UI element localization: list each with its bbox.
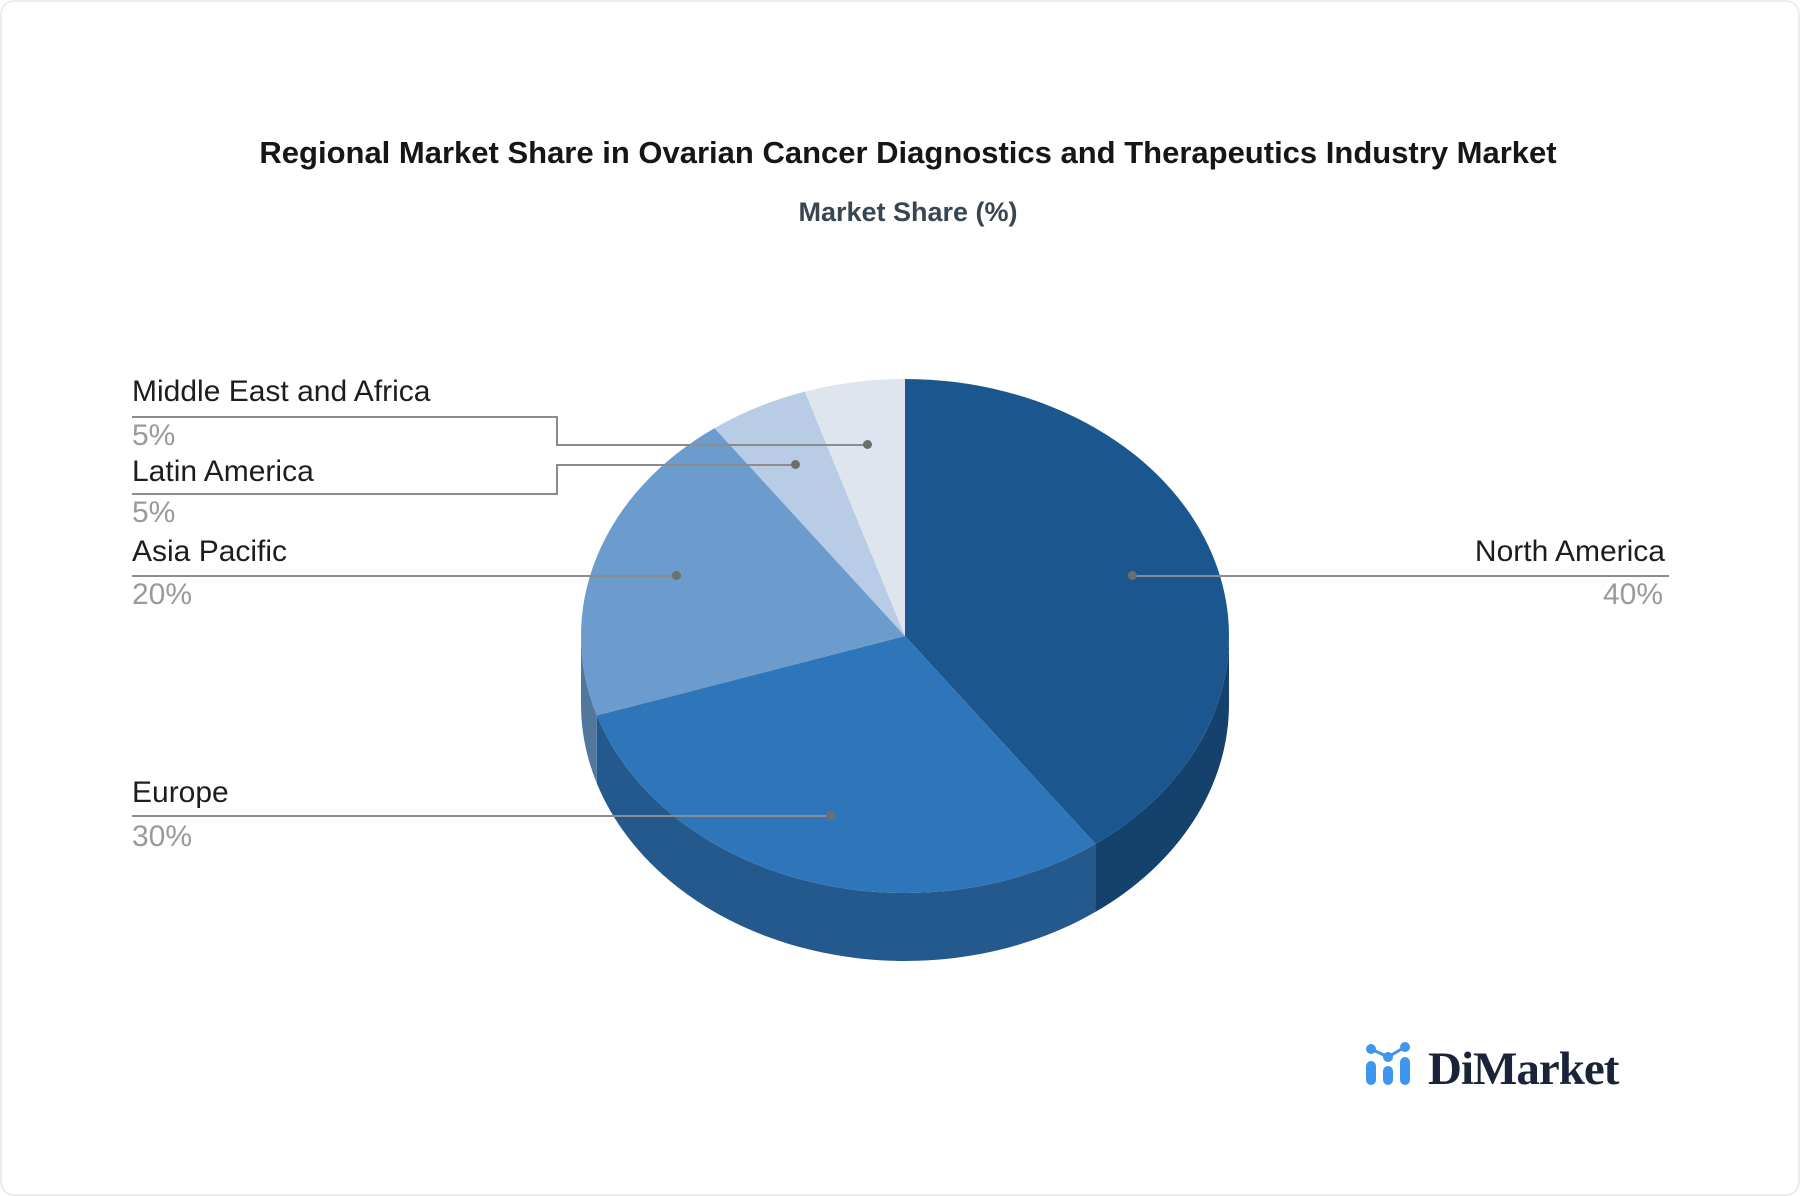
slice-value-north-america: 40% [1602,578,1663,611]
slice-label-europe[interactable]: Europe [132,776,229,809]
leader-line-latin-america-vertical [556,464,558,495]
slice-value-latin-america: 5% [132,496,176,529]
leader-dot-north-america [1128,571,1137,580]
leader-line-latin-america [558,464,796,466]
slice-label-middle-east[interactable]: Middle East and Africa [132,375,431,408]
leader-line-europe [132,815,831,817]
brand-logo-text: DiMarket [1428,1043,1619,1095]
leader-dot-asia-pacific [672,571,681,580]
bar-line-chart-icon [1366,1042,1410,1085]
chart-title: Regional Market Share in Ovarian Cancer … [259,135,1557,170]
slice-label-north-america[interactable]: North America [1474,535,1665,568]
leader-dot-europe [826,811,835,820]
leader-dot-latin-america [791,460,800,469]
leader-line-middle-east-underline [132,416,558,418]
leader-dot-middle-east [863,440,872,449]
leader-line-middle-east [558,444,868,446]
slice-value-middle-east: 5% [132,419,176,452]
slice-value-asia-pacific: 20% [132,578,193,611]
leader-line-north-america [1133,575,1669,577]
slice-value-europe: 30% [132,820,193,853]
slice-label-latin-america[interactable]: Latin America [132,455,314,488]
slice-label-asia-pacific[interactable]: Asia Pacific [132,535,288,568]
brand-logo[interactable]: DiMarket [1362,1042,1619,1095]
leader-line-latin-america-underline [132,493,558,495]
leader-line-middle-east-vertical [556,416,558,446]
chart-subtitle: Market Share (%) [798,197,1018,227]
leader-line-asia-pacific [132,575,677,577]
